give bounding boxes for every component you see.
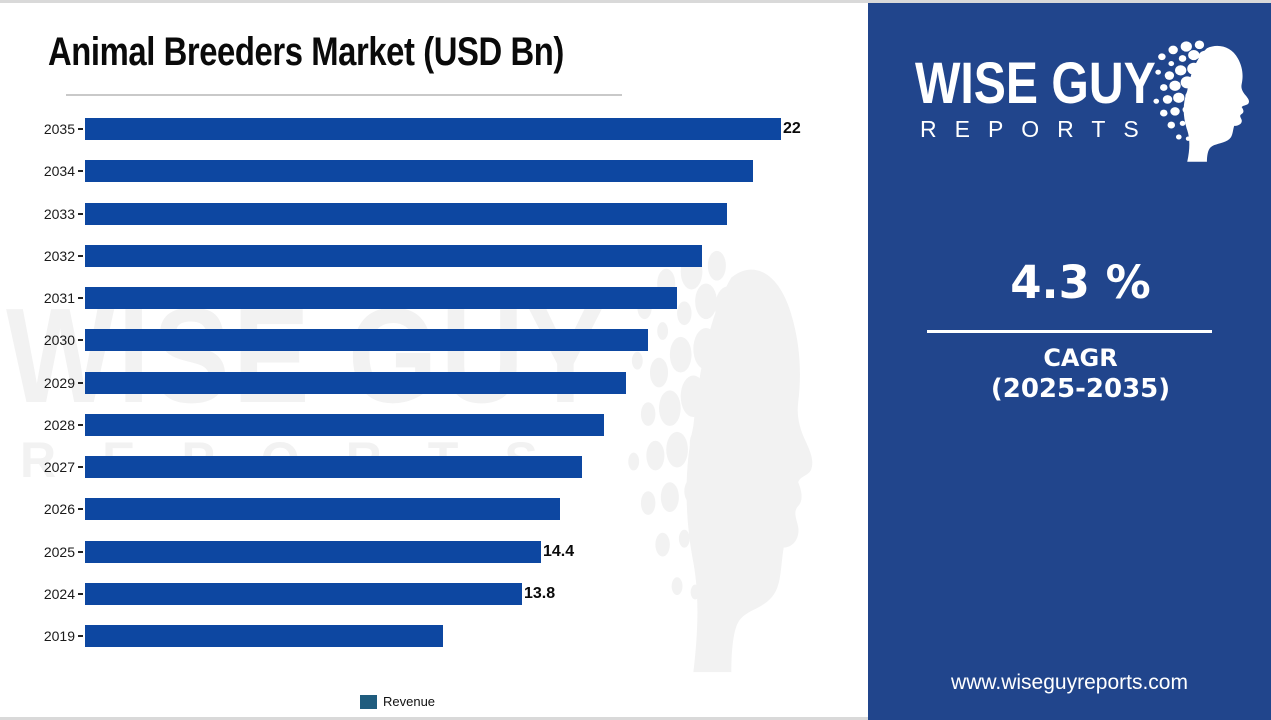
axis-tick-2025 <box>78 550 83 553</box>
axis-label-2029: 2029 <box>43 374 75 391</box>
bar-2034 <box>85 160 753 183</box>
wise-guy-logo: WISE GUY REPORTS <box>915 51 1205 143</box>
bar-2032 <box>85 244 702 267</box>
axis-label-2034: 2034 <box>43 163 75 180</box>
plot-area: 2035 22 2034 2033 2032 2031 2030 2029 2028 2027 20… <box>43 118 801 647</box>
axis-tick-2031 <box>78 297 83 299</box>
axis-label-2019: 2019 <box>43 628 75 644</box>
cagr-label-line2: (2025-2035) <box>990 374 1171 404</box>
axis-tick-2035 <box>78 128 83 130</box>
bar-value-2025: 14.4 <box>543 542 575 560</box>
axis-label-2026: 2026 <box>43 501 75 518</box>
cagr-divider <box>927 330 1212 333</box>
axis-tick-2030 <box>78 339 83 342</box>
bar-2019 <box>85 625 443 647</box>
bar-2031 <box>85 287 677 309</box>
logo-head-icon <box>1153 40 1249 162</box>
axis-tick-2029 <box>78 381 83 384</box>
axis-tick-2024 <box>78 592 83 595</box>
axis-label-2027: 2027 <box>43 459 75 475</box>
axis-tick-2028 <box>78 423 83 426</box>
bar-2035 <box>85 118 781 140</box>
legend-swatch <box>360 695 377 709</box>
logo-wordmark: WISE GUY <box>915 51 1156 116</box>
axis-label-2033: 2033 <box>43 205 75 222</box>
cagr-label-line1: CAGR <box>1043 344 1118 372</box>
axis-tick-2034 <box>78 170 83 173</box>
axis-tick-2026 <box>78 508 83 511</box>
bar-2025 <box>85 540 541 563</box>
axis-tick-2032 <box>78 254 83 257</box>
legend-label: Revenue <box>383 694 436 709</box>
watermark-wordmark: WISE GUY <box>6 280 608 431</box>
chart-area: WISE GUY REPORTS Animal Breeders Market … <box>6 30 813 710</box>
chart-legend: Revenue <box>360 694 435 710</box>
chart-title: Animal Breeders Market (USD Bn) <box>48 30 564 74</box>
cagr-value: 4.3 % <box>1010 256 1151 309</box>
bar-2024 <box>85 582 522 605</box>
axis-tick-2019 <box>78 635 83 637</box>
bar-2028 <box>85 413 604 436</box>
brand-panel: WISE GUY REPORTS 4.3 % CAGR (2025-2035) … <box>868 3 1271 720</box>
axis-label-2025: 2025 <box>43 543 75 560</box>
title-underline <box>66 94 622 96</box>
website-url: www.wiseguyreports.com <box>951 671 1188 694</box>
bottom-border <box>0 717 868 720</box>
axis-label-2032: 2032 <box>43 247 75 264</box>
axis-label-2024: 2024 <box>43 585 75 602</box>
bar-value-2024: 13.8 <box>524 584 556 602</box>
bar-2026 <box>85 498 560 521</box>
bar-2027 <box>85 456 582 478</box>
bar-2030 <box>85 329 648 352</box>
axis-tick-2027 <box>78 466 83 468</box>
bar-2029 <box>85 371 626 394</box>
axis-tick-2033 <box>78 212 83 215</box>
logo-reports-text: REPORTS <box>920 116 1157 142</box>
bar-2033 <box>85 202 727 225</box>
top-border <box>0 0 1271 3</box>
axis-label-2028: 2028 <box>43 416 75 433</box>
axis-label-2035: 2035 <box>43 121 75 137</box>
cagr-label: CAGR (2025-2035) <box>890 343 1271 405</box>
axis-label-2031: 2031 <box>43 290 75 306</box>
axis-label-2030: 2030 <box>43 332 75 349</box>
bar-value-2035: 22 <box>783 120 801 137</box>
